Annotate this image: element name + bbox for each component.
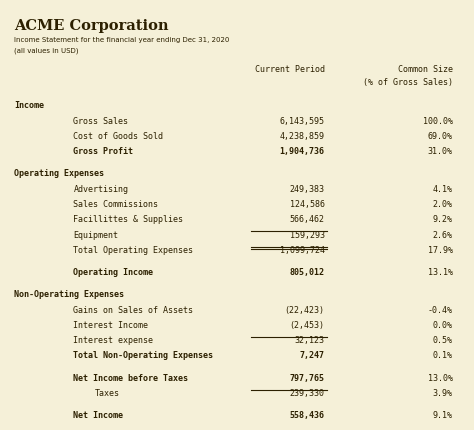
Text: 69.0%: 69.0% xyxy=(428,132,453,141)
Text: 13.0%: 13.0% xyxy=(428,373,453,382)
Text: Net Income: Net Income xyxy=(73,410,123,419)
Text: 7,247: 7,247 xyxy=(300,350,325,359)
Text: Facillittes & Supplies: Facillittes & Supplies xyxy=(73,215,183,224)
Text: 558,436: 558,436 xyxy=(290,410,325,419)
Text: ACME Corporation: ACME Corporation xyxy=(14,19,169,33)
Text: 9.1%: 9.1% xyxy=(433,410,453,419)
Text: 0.0%: 0.0% xyxy=(433,320,453,329)
Text: 13.1%: 13.1% xyxy=(428,267,453,276)
Text: (22,423): (22,423) xyxy=(285,305,325,314)
Text: Taxes: Taxes xyxy=(95,388,120,397)
Text: Gains on Sales of Assets: Gains on Sales of Assets xyxy=(73,305,193,314)
Text: Operating Income: Operating Income xyxy=(73,267,154,276)
Text: 9.2%: 9.2% xyxy=(433,215,453,224)
Text: 159,293: 159,293 xyxy=(290,230,325,239)
Text: 0.1%: 0.1% xyxy=(433,350,453,359)
Text: Current Period: Current Period xyxy=(255,64,325,74)
Text: 0.5%: 0.5% xyxy=(433,335,453,344)
Text: Gross Profit: Gross Profit xyxy=(73,147,134,156)
Text: (2,453): (2,453) xyxy=(290,320,325,329)
Text: 31.0%: 31.0% xyxy=(428,147,453,156)
Text: (% of Gross Sales): (% of Gross Sales) xyxy=(363,77,453,86)
Text: -0.4%: -0.4% xyxy=(428,305,453,314)
Text: 4.1%: 4.1% xyxy=(433,184,453,193)
Text: Equipment: Equipment xyxy=(73,230,118,239)
Text: Cost of Goods Sold: Cost of Goods Sold xyxy=(73,132,164,141)
Text: 1,099,724: 1,099,724 xyxy=(280,245,325,254)
Text: (all values in USD): (all values in USD) xyxy=(14,47,79,54)
Text: 17.9%: 17.9% xyxy=(428,245,453,254)
Text: 4,238,859: 4,238,859 xyxy=(280,132,325,141)
Text: Advertising: Advertising xyxy=(73,184,128,193)
Text: 6,143,595: 6,143,595 xyxy=(280,117,325,125)
Text: Interest Income: Interest Income xyxy=(73,320,148,329)
Text: 3.9%: 3.9% xyxy=(433,388,453,397)
Text: Gross Sales: Gross Sales xyxy=(73,117,128,125)
Text: 2.0%: 2.0% xyxy=(433,200,453,209)
Text: Operating Expenses: Operating Expenses xyxy=(14,169,104,178)
Text: 100.0%: 100.0% xyxy=(423,117,453,125)
Text: Net Income before Taxes: Net Income before Taxes xyxy=(73,373,189,382)
Text: Interest expense: Interest expense xyxy=(73,335,154,344)
Text: Common Size: Common Size xyxy=(398,64,453,74)
Text: Total Operating Expenses: Total Operating Expenses xyxy=(73,245,193,254)
Text: Income Statement for the financial year ending Dec 31, 2020: Income Statement for the financial year … xyxy=(14,37,229,43)
Text: Non-Operating Expenses: Non-Operating Expenses xyxy=(14,289,124,298)
Text: 249,383: 249,383 xyxy=(290,184,325,193)
Text: 1,904,736: 1,904,736 xyxy=(280,147,325,156)
Text: 239,330: 239,330 xyxy=(290,388,325,397)
Text: 797,765: 797,765 xyxy=(290,373,325,382)
Text: 32,123: 32,123 xyxy=(295,335,325,344)
Text: 124,586: 124,586 xyxy=(290,200,325,209)
Text: Income: Income xyxy=(14,101,44,110)
Text: 805,012: 805,012 xyxy=(290,267,325,276)
Text: Total Non-Operating Expenses: Total Non-Operating Expenses xyxy=(73,350,213,359)
Text: Sales Commissions: Sales Commissions xyxy=(73,200,158,209)
Text: 566,462: 566,462 xyxy=(290,215,325,224)
Text: 2.6%: 2.6% xyxy=(433,230,453,239)
